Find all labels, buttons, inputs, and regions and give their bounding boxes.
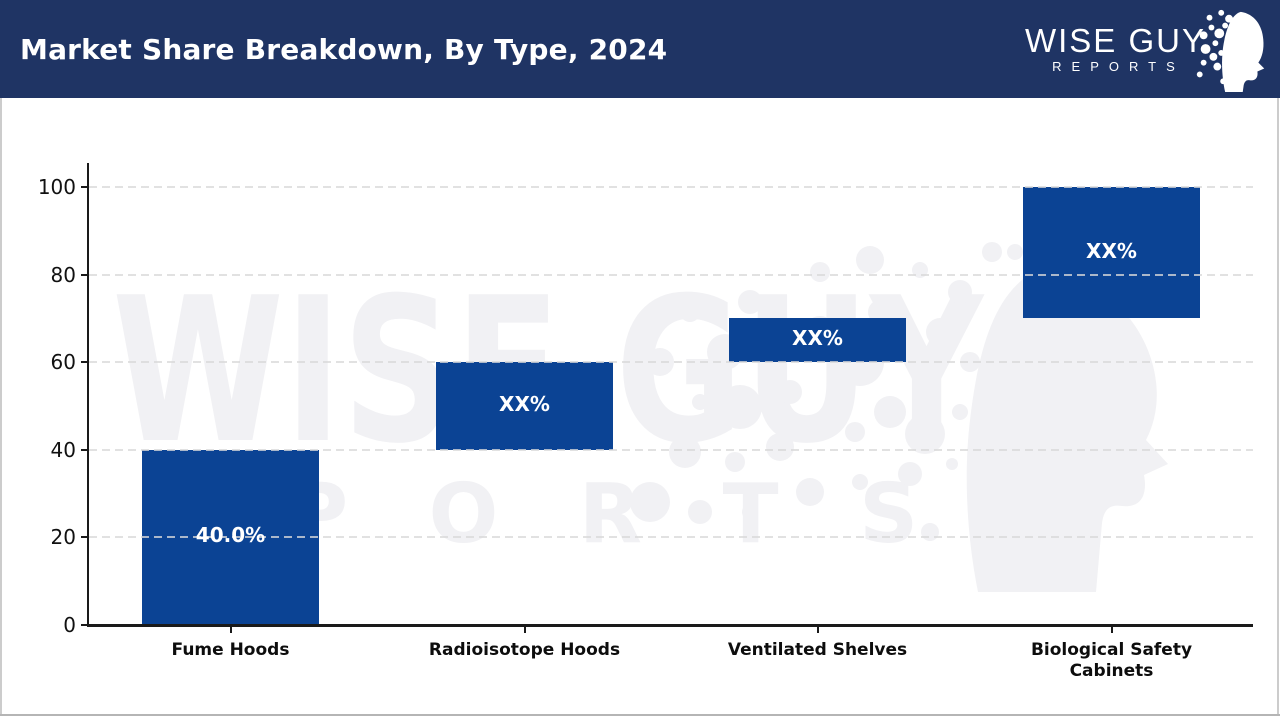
brand-subname: REPORTS xyxy=(1052,59,1185,75)
y-tick-label: 40 xyxy=(50,437,76,462)
header-bar: Market Share Breakdown, By Type, 2024 WI… xyxy=(0,0,1280,98)
x-category-label: Biological Safety Cabinets xyxy=(1030,640,1193,682)
y-tick-mark xyxy=(81,273,88,276)
gridline xyxy=(89,448,1253,451)
x-category-label: Ventilated Shelves xyxy=(727,640,908,660)
x-tick-mark xyxy=(816,625,819,633)
brand-name: WISE GUY xyxy=(1024,21,1206,59)
bar-value-label: 40.0% xyxy=(195,523,266,548)
gridline xyxy=(89,361,1253,364)
gridline xyxy=(89,273,1253,276)
gridline xyxy=(89,536,1253,539)
y-tick-mark xyxy=(81,448,88,451)
page-title: Market Share Breakdown, By Type, 2024 xyxy=(20,32,668,66)
brand-logo-text: WISE GUY REPORTS xyxy=(1024,21,1206,75)
y-tick-label: 20 xyxy=(50,525,76,550)
y-tick-mark xyxy=(81,361,88,364)
bar-biological-safety-cabinets xyxy=(1023,187,1200,319)
x-category-label: Fume Hoods xyxy=(171,640,290,660)
frame-border-left xyxy=(0,98,2,715)
bar-value-label: XX% xyxy=(792,326,843,351)
bar-value-label: XX% xyxy=(1086,238,1137,263)
frame-border-bottom xyxy=(0,714,1280,716)
y-tick-mark xyxy=(81,624,88,626)
bar-ventilated-shelves xyxy=(729,318,906,363)
x-tick-mark xyxy=(1110,625,1113,633)
x-axis-line xyxy=(87,624,1253,627)
y-tick-label: 80 xyxy=(50,262,76,287)
y-tick-label: 0 xyxy=(63,613,76,637)
y-tick-label: 100 xyxy=(37,175,76,199)
x-tick-mark xyxy=(523,625,526,633)
brand-head-icon xyxy=(1196,9,1265,92)
x-tick-mark xyxy=(229,625,232,633)
brand-logo: WISE GUY REPORTS xyxy=(1025,4,1270,94)
x-category-label: Radioisotope Hoods xyxy=(428,640,621,660)
bar-radioisotope-hoods xyxy=(436,362,613,450)
gridline xyxy=(89,186,1253,188)
y-tick-mark xyxy=(81,536,88,539)
y-axis-line xyxy=(87,163,89,627)
frame-border-right xyxy=(1277,98,1279,715)
watermark-head-icon xyxy=(630,230,1168,592)
y-tick-mark xyxy=(81,186,88,188)
bar-value-label: XX% xyxy=(499,392,550,416)
y-tick-label: 60 xyxy=(50,350,76,375)
